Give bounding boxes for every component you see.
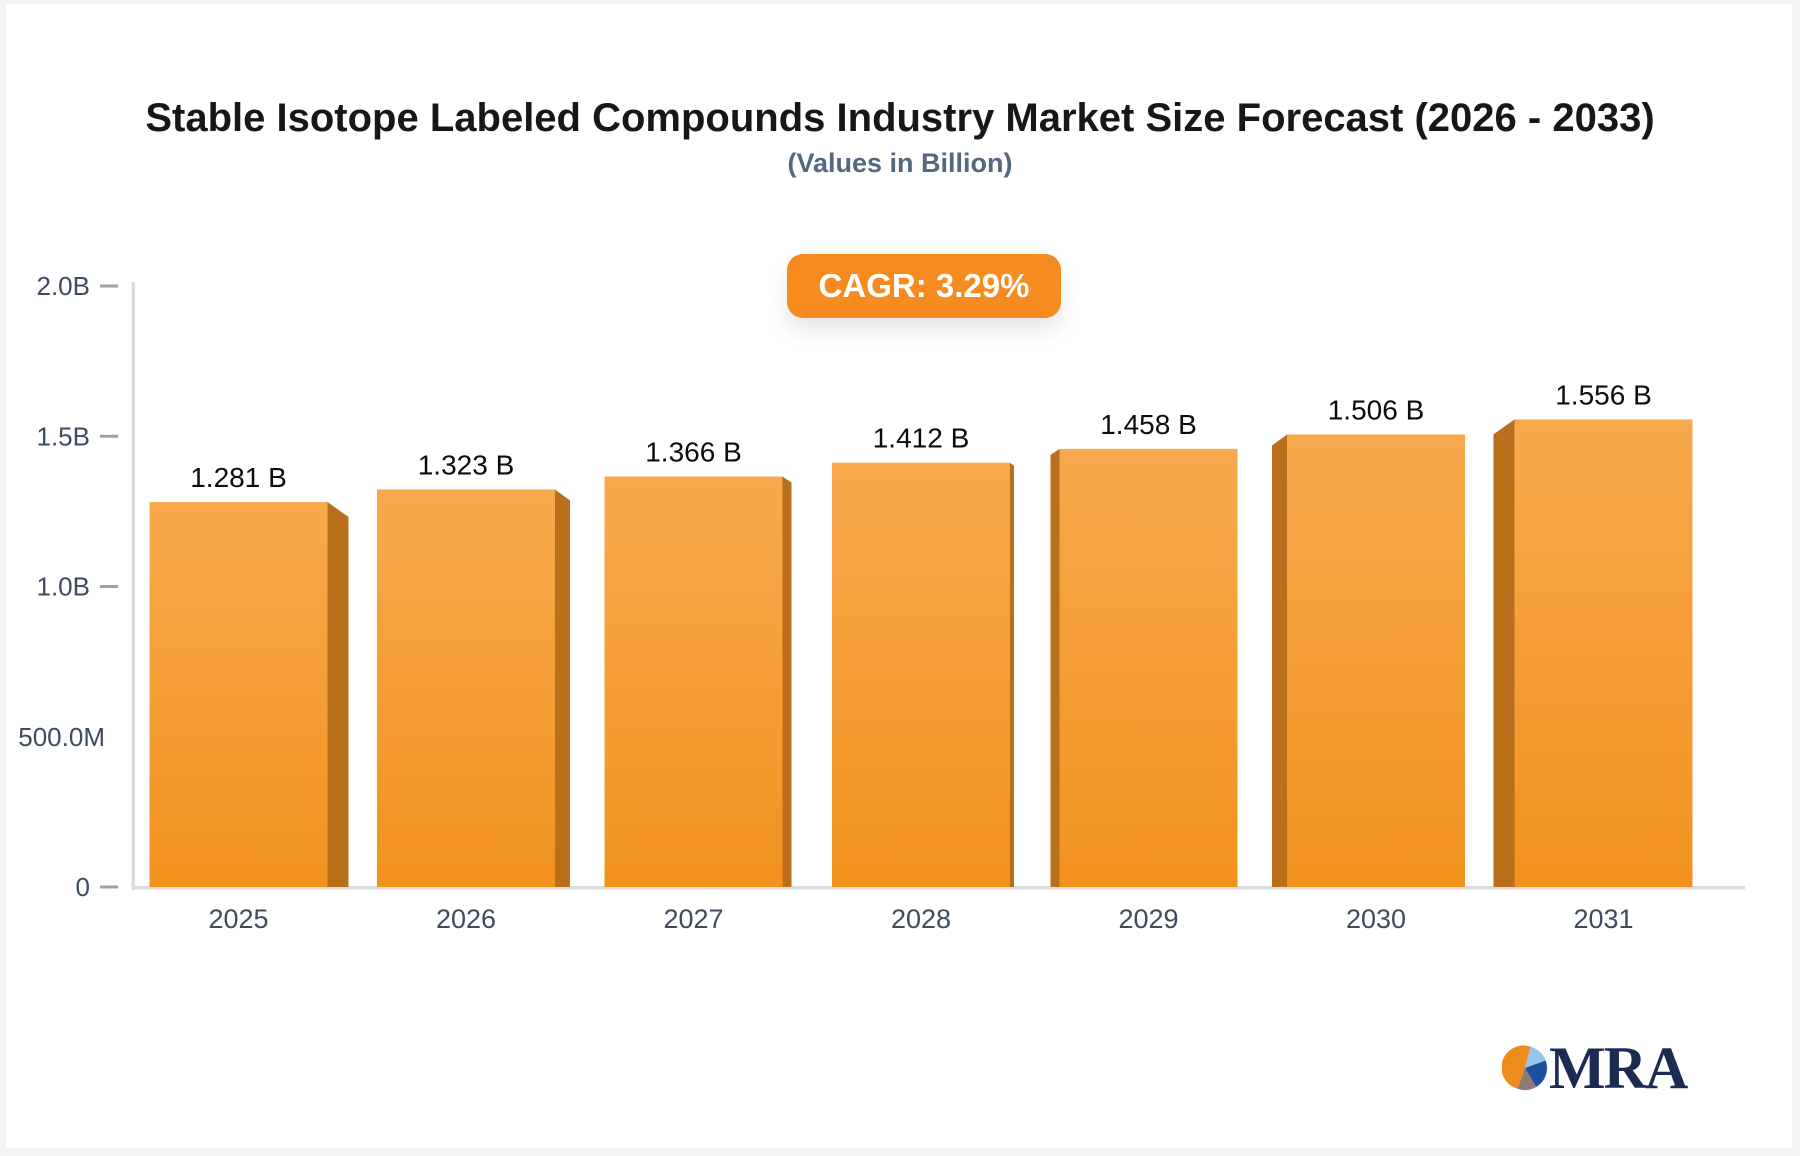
bar-value-label-2029: 1.458 B bbox=[1100, 409, 1197, 440]
bar-side-2028 bbox=[1010, 462, 1014, 887]
bar-2026 bbox=[377, 489, 555, 887]
bar-value-label-2025: 1.281 B bbox=[190, 462, 287, 493]
x-axis-label-2028: 2028 bbox=[891, 904, 951, 934]
bar-value-label-2028: 1.412 B bbox=[873, 423, 970, 454]
bar-2030 bbox=[1287, 434, 1465, 887]
cagr-badge-label: CAGR: 3.29% bbox=[818, 267, 1030, 304]
y-axis-tick bbox=[100, 585, 118, 588]
x-axis-label-2030: 2030 bbox=[1346, 904, 1406, 934]
y-axis-label: 1.5B bbox=[37, 421, 91, 451]
x-axis-line bbox=[131, 886, 1745, 890]
bar-value-label-2027: 1.366 B bbox=[645, 437, 742, 468]
x-axis-label-2027: 2027 bbox=[663, 904, 723, 934]
mra-logo-text: MRA bbox=[1549, 1035, 1688, 1101]
cagr-badge: CAGR: 3.29% bbox=[787, 254, 1061, 318]
bar-value-label-2031: 1.556 B bbox=[1555, 379, 1652, 410]
bar-2031 bbox=[1514, 419, 1693, 887]
y-axis-label: 2.0B bbox=[37, 271, 91, 301]
bar-side-2030 bbox=[1272, 434, 1287, 887]
bar-value-label-2026: 1.323 B bbox=[418, 449, 515, 480]
bar-side-2025 bbox=[327, 502, 349, 887]
pie-slice-dark-blue bbox=[1525, 1060, 1548, 1088]
pie-slice-taupe bbox=[1517, 1068, 1536, 1091]
y-axis-label: 0 bbox=[76, 872, 90, 902]
y-axis-tick bbox=[100, 434, 118, 438]
bar-side-2026 bbox=[555, 489, 570, 887]
bar-side-2029 bbox=[1050, 448, 1060, 887]
x-axis-label-2025: 2025 bbox=[208, 904, 268, 934]
x-axis-label-2031: 2031 bbox=[1573, 904, 1633, 934]
bar-side-2031 bbox=[1493, 419, 1515, 887]
bar-2027 bbox=[604, 476, 783, 887]
x-axis-label-2026: 2026 bbox=[436, 904, 496, 934]
x-axis-label-2029: 2029 bbox=[1118, 904, 1178, 934]
bar-value-label-2030: 1.506 B bbox=[1328, 394, 1425, 425]
y-axis-tick bbox=[100, 284, 118, 288]
bar-side-2027 bbox=[782, 476, 792, 887]
y-axis-label: 500.0M bbox=[18, 722, 105, 752]
bar-2029 bbox=[1059, 448, 1238, 887]
bar-2028 bbox=[832, 462, 1010, 887]
chart-subtitle: (Values in Billion) bbox=[787, 148, 1013, 178]
bar-2025 bbox=[149, 502, 328, 887]
y-axis-tick bbox=[100, 885, 118, 889]
chart-title: Stable Isotope Labeled Compounds Industr… bbox=[145, 96, 1655, 140]
mra-logo: MRA bbox=[1502, 1035, 1688, 1101]
pie-slice-light-blue bbox=[1525, 1046, 1546, 1068]
mra-logo-pie-icon bbox=[1502, 1045, 1548, 1091]
pie-slice-orange bbox=[1502, 1045, 1531, 1089]
y-axis-label: 1.0B bbox=[37, 572, 91, 602]
y-axis-line bbox=[131, 282, 135, 890]
